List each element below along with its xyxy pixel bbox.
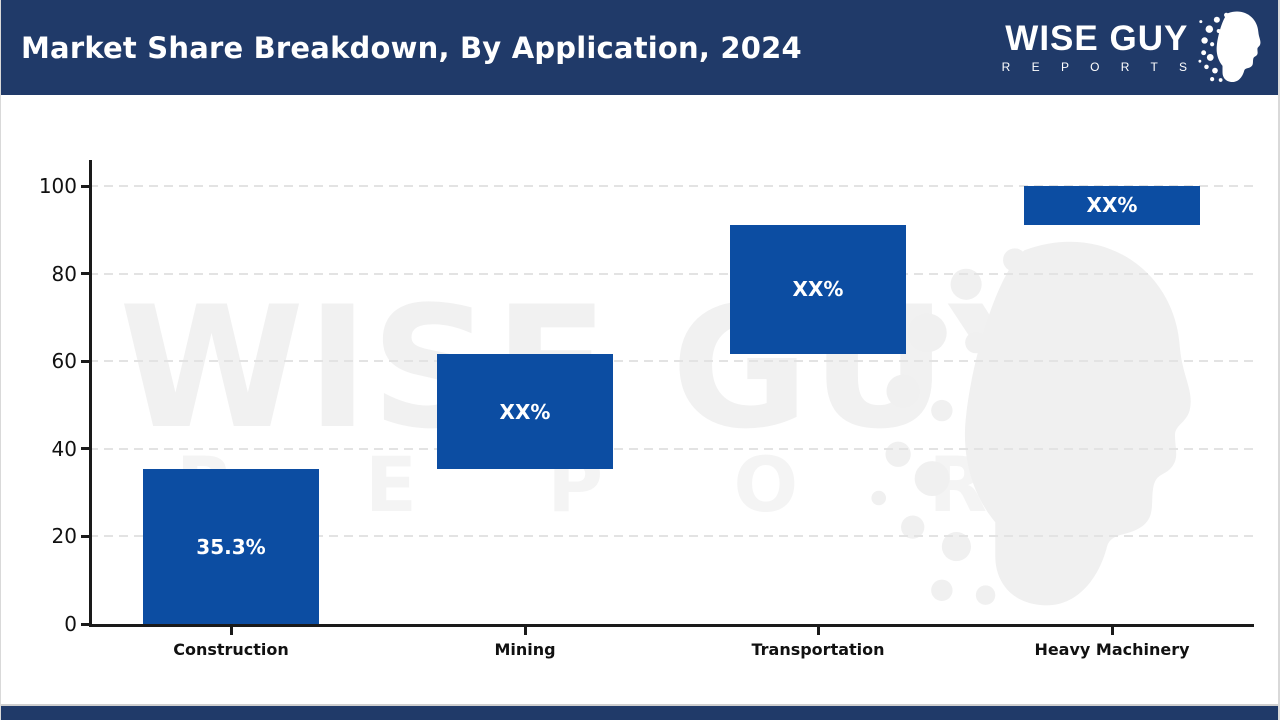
y-tick-100 xyxy=(81,184,89,188)
x-tick-1 xyxy=(523,627,527,635)
logo-head-icon xyxy=(1198,10,1261,82)
category-label-0: Construction xyxy=(173,640,289,659)
bar-heavy-machinery: XX% xyxy=(1024,186,1200,225)
bar-value-label: 35.3% xyxy=(196,534,266,559)
y-axis xyxy=(89,160,92,627)
y-tick-40 xyxy=(81,447,89,451)
x-tick-3 xyxy=(1110,627,1114,635)
bar-mining: XX% xyxy=(437,354,613,470)
category-label-1: Mining xyxy=(494,640,556,659)
header-bar: Market Share Breakdown, By Application, … xyxy=(1,0,1278,95)
gridline-20 xyxy=(89,535,1254,538)
bar-value-label: XX% xyxy=(792,277,844,302)
bar-value-label: XX% xyxy=(499,399,551,424)
logo-text: WISE GUY R E P O R T S xyxy=(998,21,1196,74)
category-label-3: Heavy Machinery xyxy=(1034,640,1190,659)
logo-subtitle: R E P O R T S xyxy=(1001,60,1196,74)
bar-value-label: XX% xyxy=(1086,193,1138,218)
logo-wordmark: WISE GUY xyxy=(1005,19,1189,58)
y-tick-20 xyxy=(81,534,89,538)
x-axis xyxy=(89,624,1254,627)
x-tick-2 xyxy=(816,627,820,635)
y-tick-label-40: 40 xyxy=(51,436,77,461)
y-tick-0 xyxy=(81,622,89,626)
footer-bar xyxy=(1,704,1278,720)
wise-guy-logo: WISE GUY R E P O R T S xyxy=(998,8,1264,88)
gridline-100 xyxy=(89,185,1254,187)
gridline-80 xyxy=(89,272,1254,275)
y-tick-label-100: 100 xyxy=(38,174,77,198)
bar-construction: 35.3% xyxy=(143,469,319,624)
y-tick-label-60: 60 xyxy=(51,349,77,374)
bar-transportation: XX% xyxy=(730,224,906,355)
gridline-60 xyxy=(89,360,1254,363)
y-tick-label-0: 0 xyxy=(64,612,77,636)
y-tick-label-20: 20 xyxy=(51,524,77,549)
y-tick-label-80: 80 xyxy=(51,261,77,286)
y-tick-60 xyxy=(81,359,89,363)
x-tick-0 xyxy=(229,627,233,635)
gridline-40 xyxy=(89,447,1254,450)
category-label-2: Transportation xyxy=(751,640,885,659)
page-title: Market Share Breakdown, By Application, … xyxy=(21,30,802,65)
y-tick-80 xyxy=(81,272,89,276)
